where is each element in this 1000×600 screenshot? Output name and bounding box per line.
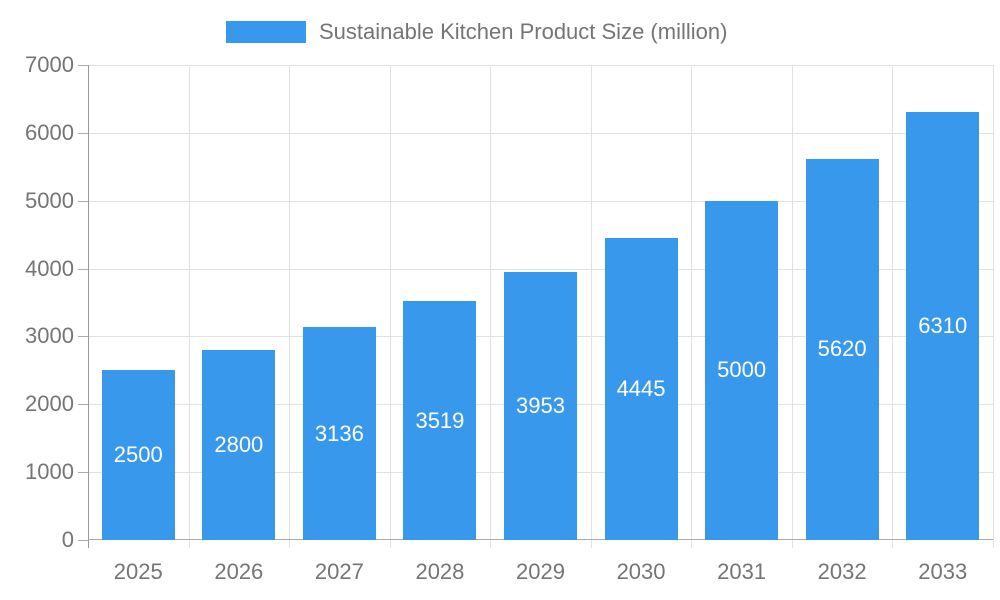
gridline-horizontal: [88, 200, 993, 202]
gridline-horizontal: [88, 65, 993, 66]
x-axis-tick: [691, 540, 693, 548]
bar-value-label: 5000: [717, 357, 767, 383]
bar-value-label: 6310: [918, 312, 968, 338]
x-axis-tick-label: 2027: [314, 559, 364, 584]
x-axis-tick: [490, 540, 492, 548]
y-axis-tick: [78, 268, 88, 270]
bar-2030[interactable]: 4445: [604, 238, 678, 540]
x-axis-tick: [993, 540, 994, 548]
gridline-vertical: [993, 65, 994, 540]
bar-2025[interactable]: 2500: [101, 370, 175, 540]
bar-2029[interactable]: 3953: [504, 271, 577, 540]
x-axis-tick: [590, 540, 592, 548]
gridline-vertical: [791, 65, 793, 540]
bar-2033[interactable]: 6310: [906, 111, 980, 540]
legend-item[interactable]: Sustainable Kitchen Product Size (millio…: [226, 21, 727, 43]
y-axis-tick: [78, 200, 88, 202]
legend-label: Sustainable Kitchen Product Size (millio…: [319, 19, 728, 44]
y-axis-tick: [78, 336, 88, 338]
x-axis-tick-label: 2029: [516, 559, 565, 584]
bar-value-label: 3519: [415, 407, 465, 433]
bar-value-label: 3136: [314, 420, 364, 446]
gridline-horizontal: [88, 268, 993, 270]
gridline-vertical: [590, 65, 592, 540]
y-axis-tick-label: 0: [61, 527, 74, 552]
bar-2027[interactable]: 3136: [302, 327, 376, 540]
x-axis-tick: [892, 540, 894, 548]
x-axis-tick-label: 2025: [113, 559, 163, 584]
gridline-horizontal: [88, 132, 993, 134]
bar-2026[interactable]: 2800: [202, 350, 276, 540]
y-axis-tick-label: 1000: [25, 459, 74, 485]
gridline-vertical: [389, 65, 391, 540]
gridline-vertical: [188, 65, 190, 540]
y-axis-tick: [78, 132, 88, 134]
bar-value-label: 2800: [214, 432, 264, 457]
bar-2032[interactable]: 5620: [805, 158, 879, 540]
gridline-vertical: [691, 65, 693, 540]
y-axis-tick: [78, 472, 88, 474]
bar-value-label: 5620: [817, 336, 867, 362]
x-axis-tick-label: 2031: [717, 559, 767, 584]
bar-value-label: 2500: [113, 442, 163, 468]
y-axis-tick-label: 6000: [25, 119, 74, 145]
y-axis-tick: [78, 540, 88, 541]
y-axis-tick-label: 4000: [25, 255, 74, 281]
x-axis-tick: [791, 540, 793, 548]
y-axis-tick: [78, 404, 88, 406]
y-axis-tick: [78, 65, 88, 66]
y-axis-tick-label: 2000: [25, 391, 74, 417]
bar-2031[interactable]: 5000: [705, 200, 779, 540]
gridline-vertical: [892, 65, 894, 540]
y-axis-line: [88, 65, 89, 548]
legend-swatch: [226, 21, 306, 43]
plot-area: 0 1000 2000 3000 4000 5000 6000 7000 2500 2025 280…: [25, 54, 994, 583]
bar-value-label: 4445: [616, 376, 666, 402]
y-axis-tick-label: 5000: [25, 187, 74, 213]
gridline-vertical: [490, 65, 492, 540]
x-axis-tick-label: 2033: [918, 559, 968, 584]
x-axis-tick: [188, 540, 190, 548]
x-axis-tick: [289, 540, 291, 548]
y-axis-tick-label: 7000: [25, 52, 74, 77]
x-axis-tick-label: 2032: [817, 559, 867, 584]
gridline-vertical: [289, 65, 291, 540]
x-axis-tick-label: 2026: [214, 559, 264, 584]
x-axis-tick: [389, 540, 391, 548]
x-axis-tick-label: 2028: [415, 559, 465, 584]
y-axis-tick-label: 3000: [25, 323, 74, 349]
x-axis-tick-label: 2030: [616, 559, 666, 584]
bar-2028[interactable]: 3519: [403, 301, 477, 540]
bar-value-label: 3953: [516, 392, 565, 418]
